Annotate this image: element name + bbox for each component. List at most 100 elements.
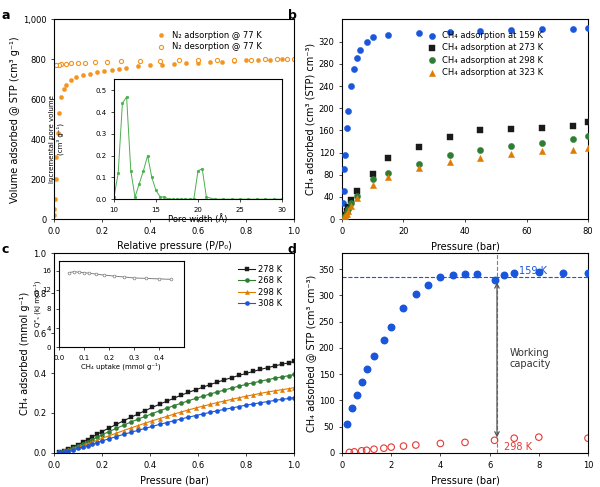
CH₄ adsorption at 298 K [353,192,362,200]
CH₄ adsorption at 323 K [383,173,393,181]
308 K [98,438,106,444]
298 K [250,392,257,398]
308 K [206,410,214,415]
Point [509,434,519,442]
N₂ desorption @ 77 K [91,59,98,65]
CH₄ adsorption at 273 K [368,170,377,178]
268 K [65,447,72,452]
N₂ desorption @ 77 K [74,60,82,66]
308 K [235,404,242,410]
X-axis label: Pressure (bar): Pressure (bar) [140,475,208,485]
268 K [134,416,142,422]
278 K [120,418,127,424]
268 K [250,380,257,386]
N₂ desorption @ 77 K [82,60,89,66]
278 K [55,449,62,455]
N₂ adsorption @ 77 K [79,73,86,78]
298 K [74,445,82,450]
298 K [221,398,228,404]
268 K [264,377,271,383]
N₂ adsorption @ 77 K [278,56,286,62]
308 K [134,428,142,433]
268 K [235,383,242,389]
N₂ desorption @ 77 K [156,57,163,63]
CH₄ adsorption at 273 K [353,187,362,195]
N₂ adsorption @ 77 K [52,176,59,182]
N₂ adsorption @ 77 K [254,57,262,63]
CH₄ adsorption at 159 K [339,187,349,195]
N₂ adsorption @ 77 K [94,70,101,75]
Y-axis label: CH₄ adsorbed (cm³ (STP) cm⁻³): CH₄ adsorbed (cm³ (STP) cm⁻³) [306,43,316,195]
Point [534,433,544,441]
CH₄ adsorption at 159 K [476,27,485,35]
308 K [163,420,170,426]
CH₄ adsorption at 323 K [342,210,352,218]
268 K [98,432,106,438]
268 K [192,395,199,401]
N₂ adsorption @ 77 K [108,67,115,73]
Point [509,269,519,277]
278 K [106,425,113,431]
CH₄ adsorption at 273 K [583,118,593,126]
268 K [170,403,178,409]
CH₄ adsorption at 159 K [340,165,349,173]
268 K [242,381,250,387]
308 K [185,414,192,420]
N₂ desorption @ 77 K [67,60,74,66]
Legend: N₂ adsorption @ 77 K, N₂ desorption @ 77 K: N₂ adsorption @ 77 K, N₂ desorption @ 77… [149,28,265,55]
308 K [257,400,264,406]
N₂ adsorption @ 77 K [242,57,250,63]
CH₄ adsorption at 298 K [339,214,349,222]
CH₄ adsorption at 159 K [343,107,353,115]
298 K [278,387,286,393]
N₂ adsorption @ 77 K [206,59,214,65]
Point [386,443,396,451]
278 K [264,365,271,371]
Text: a: a [1,9,10,22]
278 K [65,446,72,452]
268 K [206,391,214,397]
278 K [142,408,149,413]
278 K [185,390,192,395]
308 K [79,444,86,450]
X-axis label: Relative pressure (P/P₀): Relative pressure (P/P₀) [116,242,232,251]
N₂ adsorption @ 77 K [54,131,61,136]
298 K [242,393,250,399]
308 K [84,443,91,449]
CH₄ adsorption at 273 K [338,215,348,223]
CH₄ adsorption at 298 K [445,151,454,159]
Point [369,352,379,359]
308 K [264,399,271,405]
CH₄ adsorption at 323 K [506,150,516,158]
298 K [228,396,235,402]
Point [424,281,433,289]
298 K [94,437,101,443]
308 K [170,418,178,424]
268 K [113,426,120,431]
CH₄ adsorption at 273 K [343,203,353,211]
298 K [127,425,134,431]
278 K [214,379,221,385]
Point [357,447,367,455]
278 K [94,431,101,437]
Text: d: d [288,243,297,256]
CH₄ adsorption at 159 K [338,212,347,220]
CH₄ adsorption at 273 K [383,154,393,162]
N₂ adsorption @ 77 K [86,71,94,77]
Y-axis label: Volume adsorbed @ STP (cm³ g⁻¹): Volume adsorbed @ STP (cm³ g⁻¹) [10,36,20,203]
Point [379,336,389,344]
278 K [278,361,286,367]
268 K [178,400,185,406]
Point [398,304,408,312]
298 K [106,433,113,439]
N₂ adsorption @ 77 K [101,68,108,74]
Point [473,270,482,278]
Point [352,391,362,399]
CH₄ adsorption at 298 K [343,206,353,213]
CH₄ adsorption at 298 K [338,215,348,223]
CH₄ adsorption at 298 K [476,146,485,154]
CH₄ adsorption at 323 K [445,158,454,166]
308 K [149,423,156,429]
268 K [221,387,228,393]
268 K [271,375,278,381]
